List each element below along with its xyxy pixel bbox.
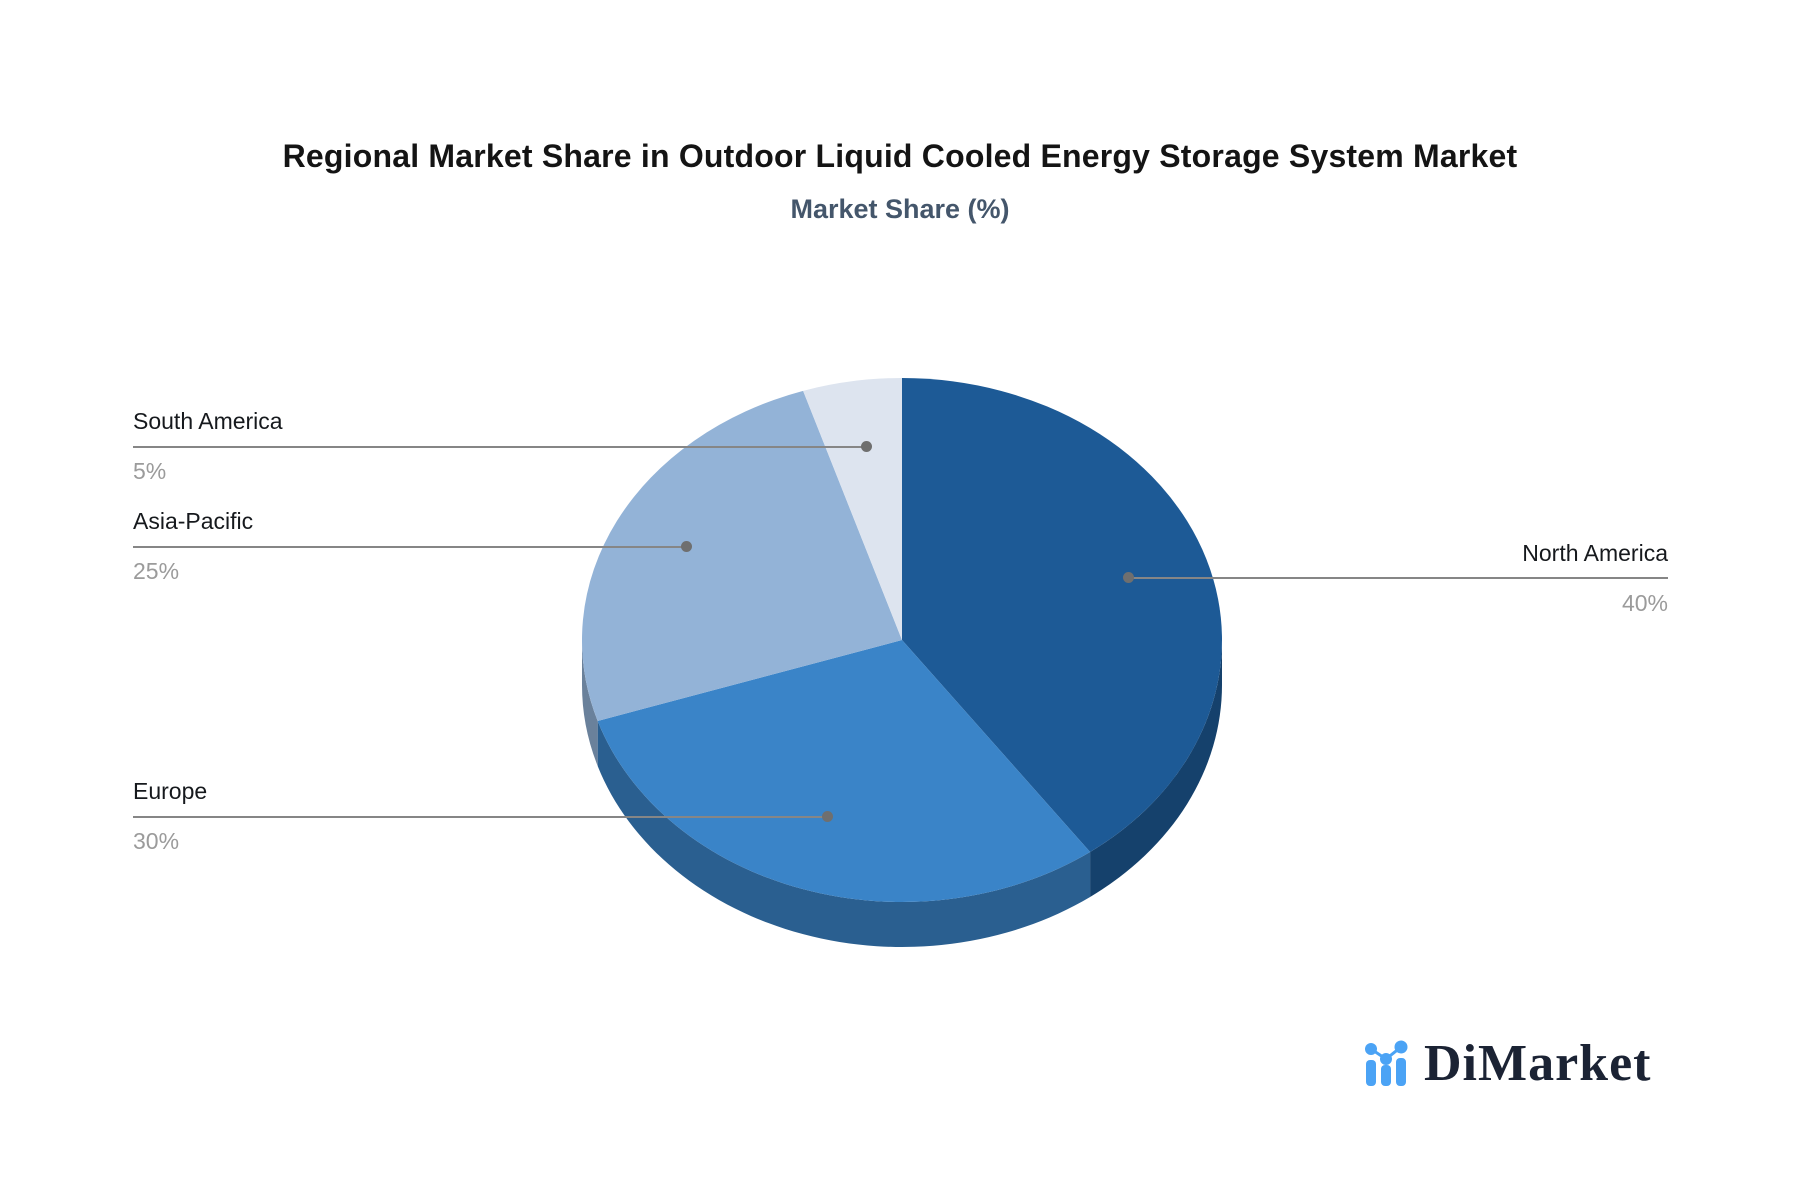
- callout-label-asia-pacific: Asia-Pacific: [133, 508, 254, 534]
- dimarket-logo: DiMarket: [1362, 1035, 1652, 1092]
- pie-slice-south-america[interactable]: [803, 378, 902, 640]
- callout-label-south-america: South America: [133, 408, 283, 434]
- leader-dot-south-america: [861, 441, 872, 452]
- leader-dot-north-america: [1123, 572, 1134, 583]
- leader-dot-europe: [822, 811, 833, 822]
- bar-chart-with-trend-dots-icon: [1365, 1040, 1408, 1086]
- pie-slice-side-north-america[interactable]: [1090, 640, 1222, 897]
- callout-value-europe: 30%: [133, 828, 180, 854]
- logo-text: DiMarket: [1424, 1035, 1652, 1092]
- callout-value-south-america: 5%: [133, 458, 167, 484]
- pie-slice-side-asia-pacific[interactable]: [582, 640, 598, 766]
- leader-line-europe: [133, 816, 827, 818]
- chart-title: Regional Market Share in Outdoor Liquid …: [282, 138, 1518, 174]
- callout-label-north-america: North America: [1522, 540, 1668, 566]
- leader-line-asia-pacific: [133, 546, 686, 548]
- pie-slice-north-america[interactable]: [902, 378, 1222, 852]
- leader-line-north-america: [1128, 577, 1668, 579]
- callout-value-asia-pacific: 25%: [133, 558, 180, 584]
- pie-slice-asia-pacific[interactable]: [582, 390, 902, 721]
- leader-line-south-america: [133, 446, 866, 448]
- chart-subtitle: Market Share (%): [790, 194, 1010, 224]
- pie-slice-europe[interactable]: [597, 640, 1091, 902]
- callout-label-europe: Europe: [133, 778, 208, 804]
- callout-value-north-america: 40%: [1621, 590, 1668, 616]
- leader-dot-asia-pacific: [681, 541, 692, 552]
- pie-slice-side-europe[interactable]: [597, 720, 1091, 948]
